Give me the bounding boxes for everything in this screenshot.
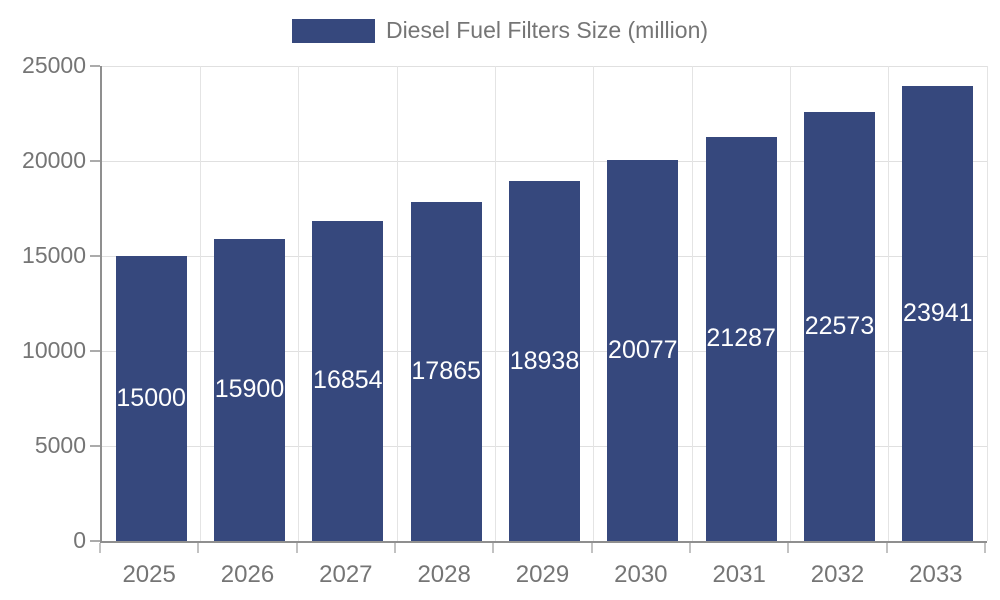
y-axis-label: 15000 — [22, 242, 86, 268]
bar-value-label: 17865 — [411, 356, 481, 385]
y-axis-label: 20000 — [22, 147, 86, 173]
y-axis-label: 5000 — [34, 432, 86, 458]
bar-value-label: 16854 — [313, 366, 383, 395]
x-axis-label: 2028 — [417, 561, 471, 588]
x-axis-tick — [492, 543, 495, 553]
x-axis-label: 2032 — [810, 561, 865, 588]
plot-area: 15000 15900 16854 17865 18938 20077 21287 22573… — [100, 65, 988, 543]
y-axis-tick — [90, 255, 100, 257]
gridline-horizontal — [102, 65, 987, 67]
x-axis-tick — [787, 543, 790, 553]
x-axis-tick — [99, 543, 101, 553]
gridline-vertical — [986, 66, 988, 541]
gridline-vertical — [691, 66, 693, 541]
legend[interactable]: Diesel Fuel Filters Size (million) — [0, 17, 1000, 44]
legend-swatch — [291, 18, 375, 43]
y-axis-tick — [90, 160, 100, 162]
bar[interactable]: 20077 — [607, 159, 679, 541]
x-axis-tick — [295, 543, 298, 553]
x-axis-tick — [197, 543, 200, 553]
bar-value-label: 15000 — [116, 384, 186, 412]
y-axis-tick — [90, 445, 100, 447]
x-axis-label: 2027 — [319, 561, 373, 588]
legend-label: Diesel Fuel Filters Size (million) — [385, 17, 709, 43]
y-axis-tick — [90, 350, 100, 352]
bar[interactable]: 15900 — [214, 238, 285, 541]
gridline-vertical — [199, 66, 201, 541]
bar[interactable]: 18938 — [509, 181, 580, 541]
bar-value-label: 21287 — [706, 324, 776, 353]
x-axis-tick — [984, 543, 986, 553]
gridline-vertical — [888, 66, 890, 541]
x-axis-label: 2026 — [220, 561, 275, 588]
gridline-vertical — [396, 66, 398, 541]
y-axis-label: 10000 — [22, 337, 86, 363]
gridline-vertical — [789, 66, 791, 541]
bar-value-label: 15900 — [214, 375, 285, 404]
x-axis-tick — [394, 543, 396, 553]
bar[interactable]: 21287 — [705, 136, 777, 541]
bar-value-label: 22573 — [804, 312, 875, 341]
bar-value-label: 18938 — [509, 346, 580, 375]
bar[interactable]: 15000 — [115, 256, 187, 541]
y-axis-label: 0 — [73, 527, 86, 553]
gridline-vertical — [494, 66, 496, 541]
bar[interactable]: 16854 — [312, 220, 384, 541]
x-axis-label: 2025 — [122, 561, 176, 588]
x-axis-label: 2033 — [909, 561, 963, 588]
x-axis-label: 2031 — [712, 561, 766, 588]
x-axis-label: 2030 — [614, 561, 668, 588]
bar-value-label: 23941 — [903, 299, 973, 328]
bar-value-label: 20077 — [608, 335, 678, 364]
bar[interactable]: 22573 — [804, 112, 875, 541]
x-axis-label: 2029 — [515, 561, 570, 588]
gridline-vertical — [298, 66, 300, 541]
bar[interactable]: 23941 — [902, 86, 974, 541]
y-axis-tick — [90, 65, 100, 67]
x-axis-tick — [590, 543, 593, 553]
x-axis-tick — [885, 543, 888, 553]
x-axis-tick — [689, 543, 691, 553]
y-axis-tick — [90, 540, 100, 542]
bar[interactable]: 17865 — [410, 201, 482, 541]
gridline-horizontal — [102, 160, 987, 162]
gridline-vertical — [593, 66, 595, 541]
y-axis-label: 25000 — [22, 52, 86, 78]
